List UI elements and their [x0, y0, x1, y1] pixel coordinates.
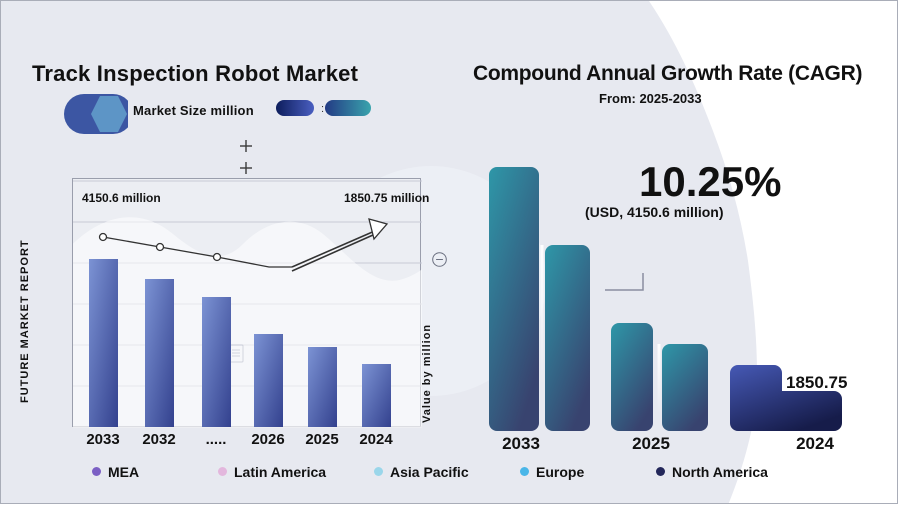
- svg-text::: :: [321, 103, 324, 115]
